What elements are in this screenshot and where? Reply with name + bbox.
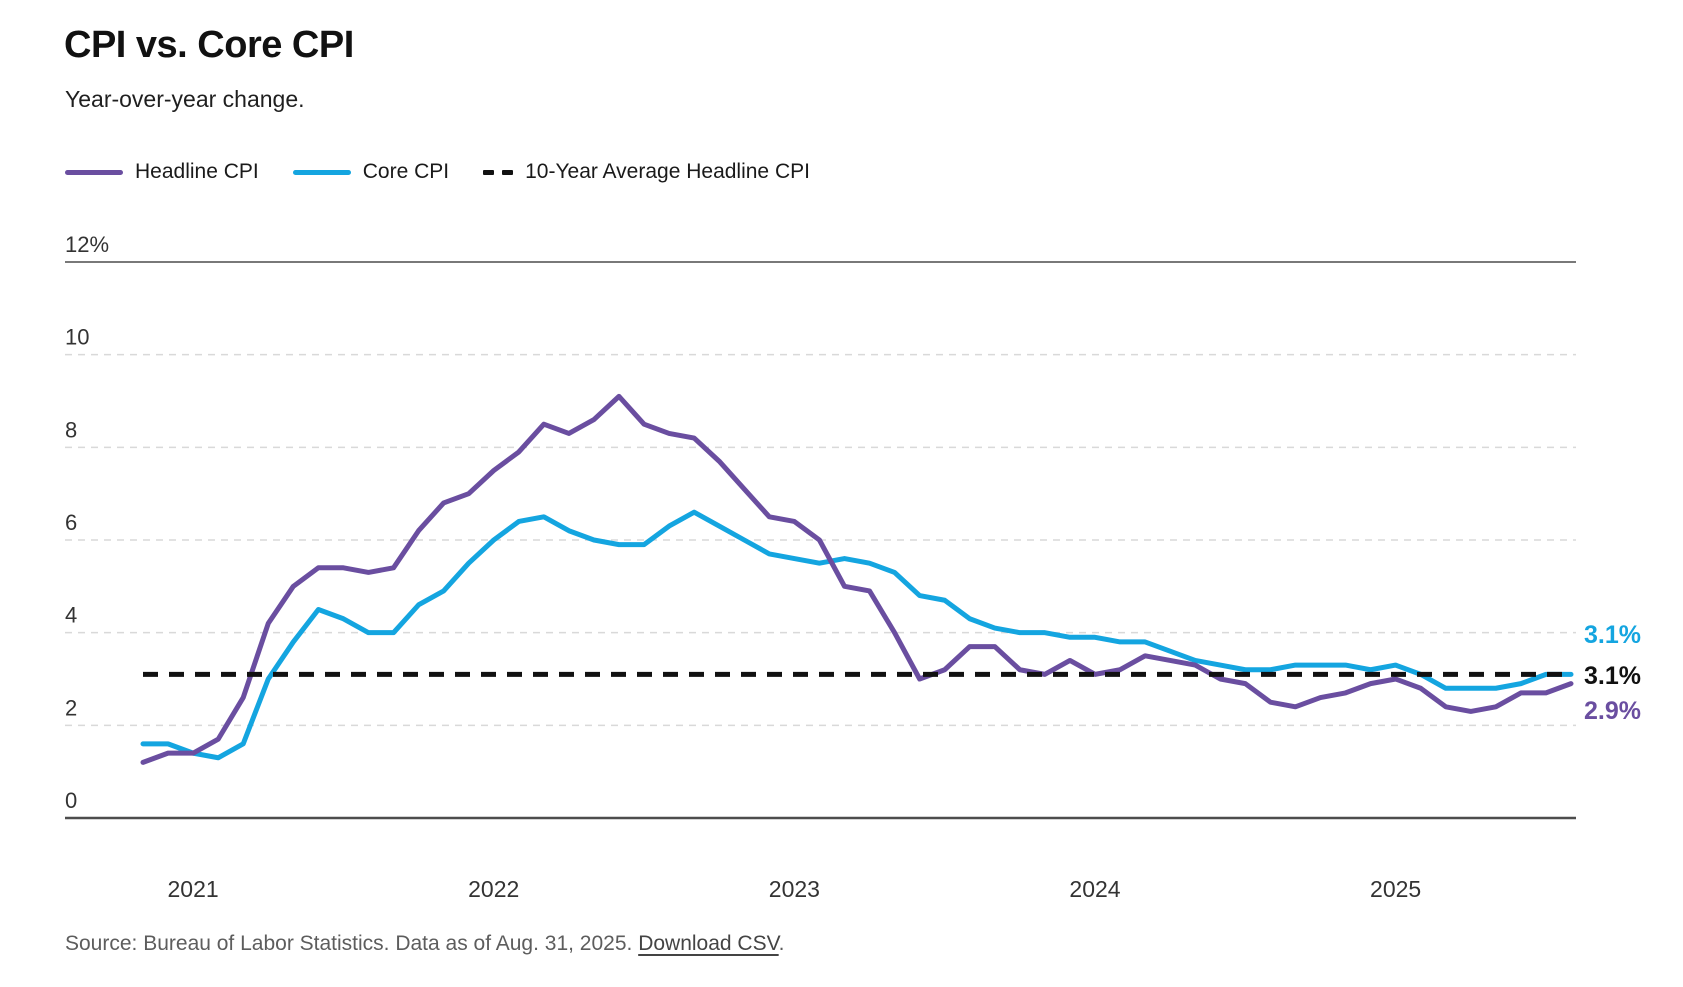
page-title: CPI vs. Core CPI bbox=[64, 24, 354, 66]
y-tick-label: 2 bbox=[65, 695, 77, 720]
y-tick-label: 6 bbox=[65, 510, 77, 535]
x-tick-label: 2023 bbox=[769, 876, 820, 902]
y-tick-label: 8 bbox=[65, 417, 77, 442]
y-tick-label: 4 bbox=[65, 603, 77, 628]
download-csv-link[interactable]: Download CSV bbox=[638, 932, 779, 955]
x-tick-label: 2024 bbox=[1069, 876, 1120, 902]
x-tick-label: 2021 bbox=[168, 876, 219, 902]
chart-subtitle: Year-over-year change. bbox=[65, 86, 305, 112]
core-cpi-line bbox=[140, 509, 1574, 761]
end-value-label: 3.1% bbox=[1584, 621, 1641, 649]
end-value-label: 2.9% bbox=[1584, 697, 1641, 725]
legend-item-headline-cpi: Headline CPI bbox=[65, 160, 259, 184]
chart-legend: Headline CPI Core CPI 10-Year Average He… bbox=[65, 160, 810, 184]
source-note: Source: Bureau of Labor Statistics. Data… bbox=[65, 932, 785, 956]
y-tick-label: 0 bbox=[65, 788, 77, 813]
source-text: Source: Bureau of Labor Statistics. Data… bbox=[65, 932, 639, 955]
x-tick-label: 2025 bbox=[1370, 876, 1421, 902]
legend-item-average-cpi: 10-Year Average Headline CPI bbox=[483, 160, 810, 184]
headline-cpi-line bbox=[140, 393, 1574, 765]
y-tick-label: 10 bbox=[65, 325, 89, 350]
legend-label-core-cpi: Core CPI bbox=[362, 160, 450, 183]
y-tick-label: 12% bbox=[65, 232, 109, 257]
source-suffix: . bbox=[778, 932, 785, 955]
average-cpi-dashed-swatch bbox=[483, 169, 514, 175]
headline-cpi-line-swatch bbox=[65, 169, 123, 175]
legend-label-headline-cpi: Headline CPI bbox=[135, 160, 259, 183]
legend-label-average-cpi: 10-Year Average Headline CPI bbox=[525, 160, 810, 183]
legend-item-core-cpi: Core CPI bbox=[292, 160, 450, 184]
core-cpi-line-swatch bbox=[292, 169, 351, 175]
x-tick-label: 2022 bbox=[468, 876, 519, 902]
end-value-label: 3.1% bbox=[1584, 662, 1641, 690]
